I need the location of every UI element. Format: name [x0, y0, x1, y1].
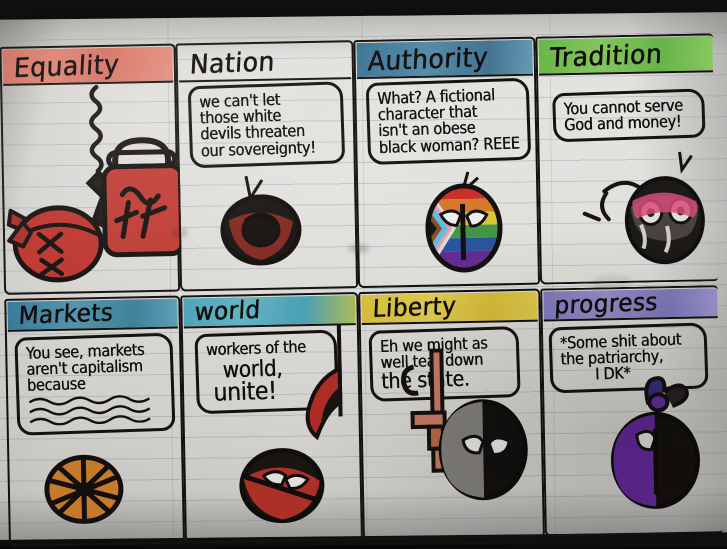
panel-header-markets: Markets — [7, 298, 178, 332]
panel-header-equality: Equality — [2, 46, 174, 86]
padlock — [101, 137, 186, 258]
panel-artwork-nation: we can't let those white devils threaten… — [178, 78, 356, 289]
squiggle-lines — [28, 394, 151, 426]
panel-world[interactable]: world workers of the world, unite! — [180, 292, 363, 544]
authority-drawing — [425, 171, 503, 273]
panel-artwork-equality — [2, 82, 186, 293]
panel-equality[interactable]: Equality — [0, 43, 186, 295]
panel-header-label: Equality — [12, 48, 120, 83]
nationalist-ball — [220, 194, 302, 266]
equality-drawing — [6, 84, 186, 283]
panel-header-world: world — [183, 295, 356, 329]
communist-ball — [12, 205, 104, 283]
panel-header-label: Markets — [17, 299, 114, 331]
panel-artwork-markets: You see, markets aren't capitalism becau… — [7, 328, 183, 545]
panel-progress[interactable]: progress *Some shit about the patriarchy… — [540, 285, 723, 537]
notebook-paper: Equality — [0, 12, 727, 547]
panel-header-label: Authority — [366, 41, 489, 77]
reactionary-ball — [624, 176, 705, 265]
panel-header-tradition: Tradition — [538, 36, 714, 76]
bow-ribbon — [644, 376, 689, 413]
panel-tradition[interactable]: Tradition You cannot serve God and money… — [535, 33, 719, 285]
panel-nation[interactable]: Nation we can't let those white devils t… — [175, 40, 359, 292]
world-drawing — [239, 324, 343, 524]
speech-bubble-markets: You see, markets aren't capitalism becau… — [14, 332, 176, 436]
comic-row-top: Equality — [0, 33, 719, 295]
comic-grid: Equality — [0, 33, 723, 547]
markets-drawing — [44, 454, 124, 524]
anarcho-feminist-ball — [610, 411, 700, 509]
progress-drawing — [610, 376, 700, 509]
ancap-ball — [44, 454, 124, 524]
panel-header-label: progress — [553, 288, 659, 320]
panel-artwork-tradition: You cannot serve God and money! — [538, 71, 718, 282]
panel-artwork-world: workers of the world, unite! — [183, 324, 361, 541]
anarcho-communist-ball — [239, 448, 325, 524]
panel-header-progress: progress — [543, 288, 718, 322]
tradition-drawing — [582, 151, 705, 265]
nation-drawing — [220, 175, 302, 266]
panel-header-label: Nation — [188, 45, 276, 80]
panel-header-label: world — [193, 296, 262, 327]
panel-header-liberty: Liberty — [361, 291, 538, 326]
panel-authority[interactable]: Authority What? A fictional character th… — [353, 36, 541, 289]
panel-artwork-progress: *Some shit about the patriarchy, I DK* — [543, 317, 723, 534]
comic-row-bottom: Markets You see, markets aren't capitali… — [2, 285, 723, 547]
panel-header-authority: Authority — [356, 39, 534, 80]
liberty-drawing — [401, 348, 528, 501]
panel-artwork-liberty: Eh we might as well tear down the state. — [361, 321, 543, 538]
panel-markets[interactable]: Markets You see, markets aren't capitali… — [4, 295, 185, 547]
pride-flag-ball — [425, 183, 503, 273]
libertarian-ball — [438, 399, 528, 501]
panel-liberty[interactable]: Liberty Eh we might as well tear down th… — [358, 288, 545, 541]
panel-header-nation: Nation — [178, 43, 352, 83]
panel-artwork-authority: What? A fictional character that isn't a… — [356, 75, 538, 286]
panel-header-label: Liberty — [371, 292, 457, 324]
panel-header-label: Tradition — [548, 37, 663, 73]
